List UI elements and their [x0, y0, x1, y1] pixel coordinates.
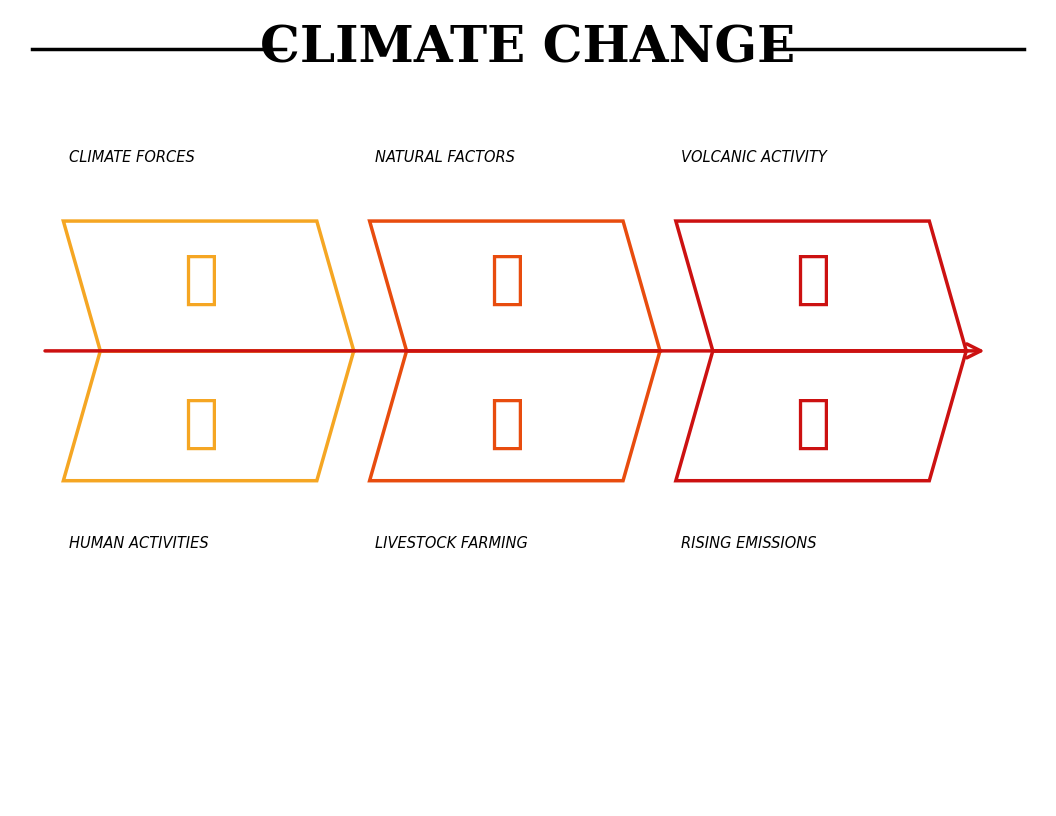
- Text: VOLCANIC ACTIVITY: VOLCANIC ACTIVITY: [681, 150, 827, 166]
- Text: RISING EMISSIONS: RISING EMISSIONS: [681, 536, 816, 552]
- Text: LIVESTOCK FARMING: LIVESTOCK FARMING: [375, 536, 528, 552]
- Text: CLIMATE FORCES: CLIMATE FORCES: [69, 150, 194, 166]
- Text: 🏚: 🏚: [489, 394, 525, 451]
- Text: 🌪: 🌪: [489, 251, 525, 308]
- Text: 🏭: 🏭: [795, 394, 831, 451]
- Text: NATURAL FACTORS: NATURAL FACTORS: [375, 150, 514, 166]
- Text: HUMAN ACTIVITIES: HUMAN ACTIVITIES: [69, 536, 208, 552]
- Text: CLIMATE CHANGE: CLIMATE CHANGE: [261, 24, 795, 73]
- Text: Social and environmental systems are identified and can help formulate the right: Social and environmental systems are ide…: [53, 737, 892, 781]
- Text: ⛈: ⛈: [183, 251, 219, 308]
- Text: 🛢: 🛢: [183, 394, 219, 451]
- Text: 🌋: 🌋: [795, 251, 831, 308]
